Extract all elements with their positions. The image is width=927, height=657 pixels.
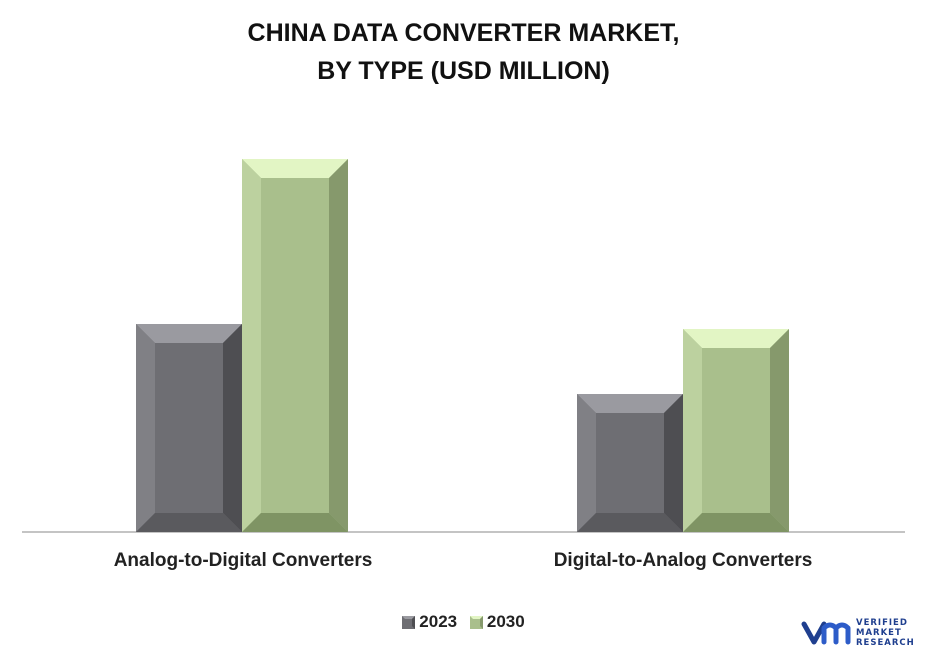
bar-2030-0-left-bevel [242,159,261,532]
bar-2030-1-bottom-bevel [683,513,789,532]
chart-title-line-2: BY TYPE (USD MILLION) [317,57,610,85]
bar-2023-1-bottom-bevel [577,513,683,532]
bar-2023-1-left-bevel [577,394,596,532]
bar-2030-0-top-bevel [242,159,348,178]
bar-2030-0-bottom-bevel [242,513,348,532]
bar-2023-0-bottom-bevel [136,513,242,532]
bar-2030-1-right-bevel [770,329,789,532]
vmr-logo-icon [801,621,851,645]
bar-2023-1 [577,394,683,532]
category-label-dac: Digital-to-Analog Converters [553,550,813,571]
bar-2023-0-right-bevel [223,324,242,532]
logo-text-verified: VERIFIED [856,618,908,628]
logo-text-research: RESEARCH [856,638,915,648]
bar-2023-0-left-bevel [136,324,155,532]
bar-2023-0 [136,324,242,532]
legend-item-2023[interactable]: 2023 [402,612,457,632]
legend-swatch-2023 [402,616,416,630]
bar-2023-1-right-bevel [664,394,683,532]
logo-text-market: MARKET [856,628,902,638]
legend: 2023 2030 [0,612,927,632]
bar-2030-1-top-bevel [683,329,789,348]
legend-label-2030: 2030 [486,612,525,631]
legend-swatch-2030 [469,616,483,630]
chart-title: CHINA DATA CONVERTER MARKET, BY TYPE (US… [0,14,927,90]
bar-2030-1-left-bevel [683,329,702,532]
bar-2023-0-top-bevel [136,324,242,343]
bar-2023-1-top-bevel [577,394,683,413]
category-label-adc: Analog-to-Digital Converters [113,550,373,571]
chart-title-line-1: CHINA DATA CONVERTER MARKET, [247,19,680,47]
verified-market-research-logo: VERIFIED MARKET RESEARCH [800,612,925,652]
bar-2030-1 [683,329,789,532]
legend-item-2030[interactable]: 2030 [469,612,525,632]
bar-2030-0-right-bevel [329,159,348,532]
legend-label-2023: 2023 [419,612,458,631]
bar-2030-0 [242,159,348,532]
